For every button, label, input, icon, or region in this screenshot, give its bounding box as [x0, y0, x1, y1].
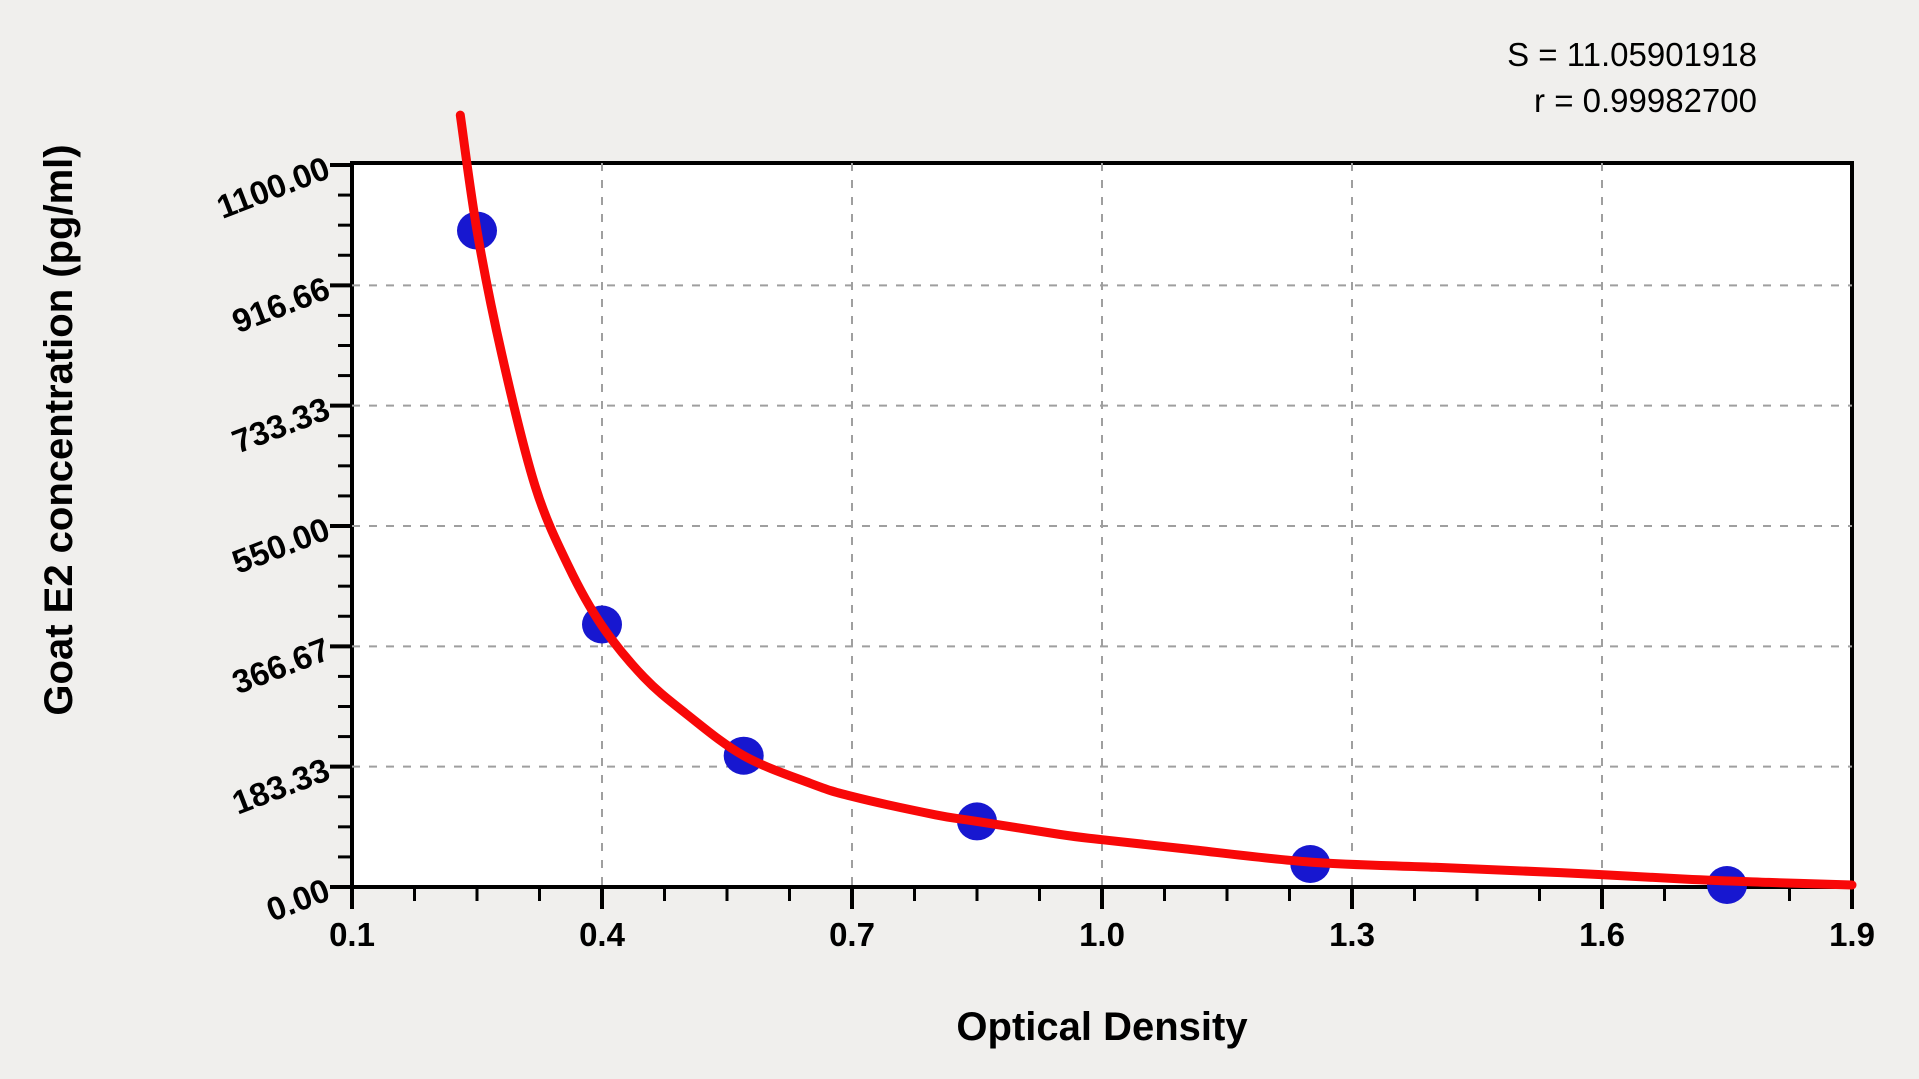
x-tick-label: 1.9 — [1829, 916, 1875, 953]
y-axis-title: Goat E2 concentration (pg/ml) — [37, 144, 81, 715]
y-tick-label: 183.33 — [227, 751, 334, 822]
x-axis-title: Optical Density — [956, 1005, 1248, 1049]
y-tick-label: 916.66 — [227, 269, 334, 340]
axis-ticks — [330, 163, 1854, 909]
x-tick-label: 1.3 — [1329, 916, 1375, 953]
stat-s-value: S = 11.05901918 — [1507, 36, 1757, 73]
stat-r-value: r = 0.99982700 — [1534, 82, 1757, 119]
fit-curve — [455, 110, 1857, 890]
y-tick-label: 550.00 — [227, 510, 334, 581]
y-tick-label: 366.67 — [227, 630, 334, 701]
x-tick-label: 1.6 — [1579, 916, 1625, 953]
gridlines — [352, 163, 1852, 887]
x-tick-label: 1.0 — [1079, 916, 1125, 953]
x-tick-label: 0.1 — [329, 916, 375, 953]
x-tick-label: 0.7 — [829, 916, 875, 953]
x-tick-label: 0.4 — [579, 916, 626, 953]
fit-curve-path — [455, 110, 1857, 890]
y-tick-label: 1100.00 — [212, 149, 335, 226]
y-tick-label: 733.33 — [227, 390, 334, 461]
y-tick-label: 0.00 — [261, 871, 334, 929]
